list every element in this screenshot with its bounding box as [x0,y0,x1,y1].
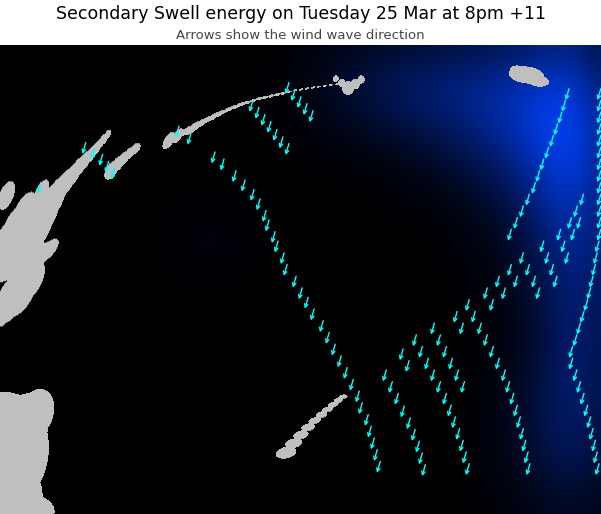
Text: Secondary Swell energy on Tuesday 25 Mar at 8pm +11: Secondary Swell energy on Tuesday 25 Mar… [55,6,546,24]
Text: Arrows show the wind wave direction: Arrows show the wind wave direction [176,29,425,42]
